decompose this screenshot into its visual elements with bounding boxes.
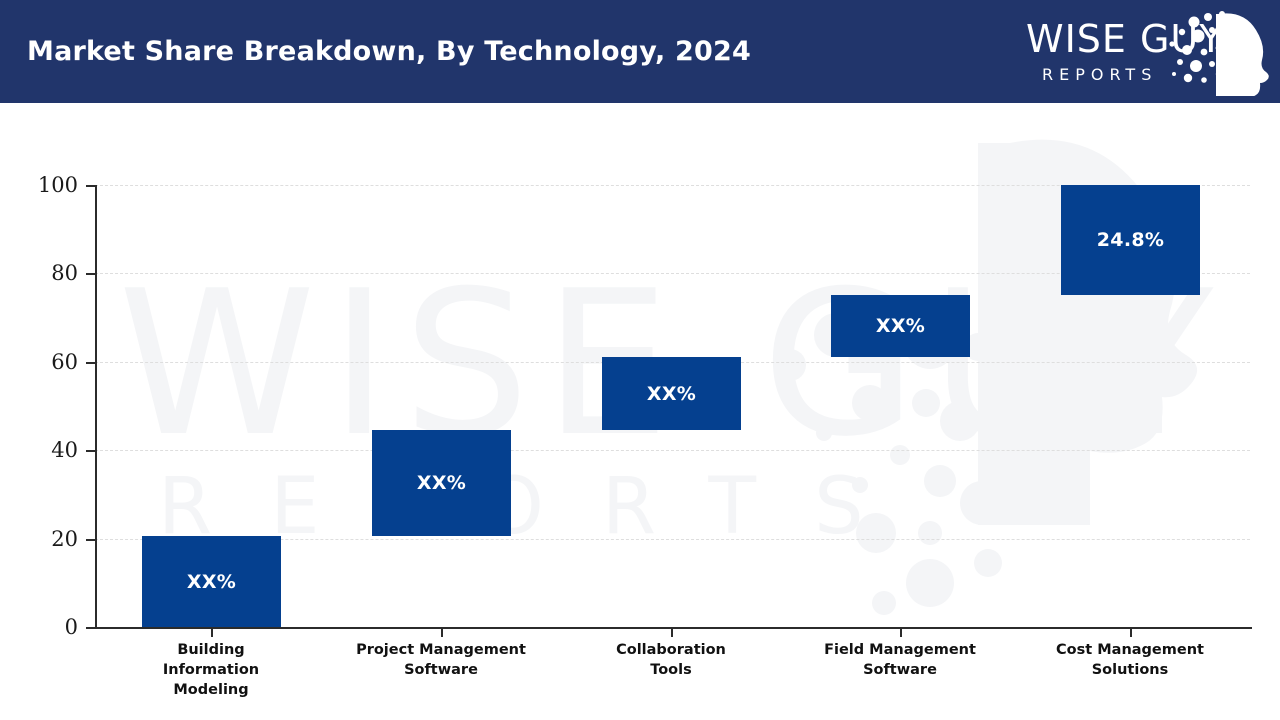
svg-text:REPORTS: REPORTS [1042, 65, 1157, 84]
bar-value-label: XX% [186, 570, 237, 593]
bar-value-label: XX% [646, 382, 697, 405]
y-tick-label-40: 40 [51, 438, 78, 463]
y-tick-mark-40 [86, 450, 95, 453]
bar-building-information-modeling[interactable]: XX% [142, 536, 281, 627]
x-axis-label-cost-management-solutions: Cost Management Solutions [1020, 640, 1240, 680]
label-line: Field Management [824, 642, 976, 658]
y-tick-mark-0 [86, 627, 95, 629]
label-line: Modeling [173, 682, 249, 698]
y-tick-label-60: 60 [51, 349, 78, 374]
y-axis [95, 185, 97, 627]
y-tick-mark-100 [86, 185, 95, 187]
gridline-80 [95, 273, 1250, 275]
y-tick-label-100: 100 [37, 173, 78, 197]
label-line: Tools [650, 662, 692, 678]
gridline-40 [95, 450, 1250, 452]
y-tick-mark-80 [86, 273, 95, 276]
label-line: Software [404, 662, 478, 678]
y-tick-label-20: 20 [51, 526, 78, 551]
x-tick-mark-3 [900, 627, 902, 637]
label-line: Project Management [356, 642, 526, 658]
x-tick-mark-1 [441, 627, 443, 637]
bar-value-label: XX% [875, 315, 926, 338]
gridline-20 [95, 538, 1250, 540]
label-line: Solutions [1091, 662, 1169, 678]
bar-value-label: 24.8% [1096, 228, 1165, 251]
gridline-100 [95, 185, 1250, 186]
label-line: Information [162, 662, 260, 678]
x-axis-label-building-information-modeling: Building Information Modeling [111, 640, 311, 700]
y-tick-label-0: 0 [64, 615, 78, 639]
label-line: Building [177, 642, 245, 658]
label-line: Software [863, 662, 937, 678]
y-tick-mark-20 [86, 538, 95, 541]
x-tick-mark-4 [1130, 627, 1132, 637]
page-title: Market Share Breakdown, By Technology, 2… [27, 36, 752, 67]
x-axis-label-project-management-software: Project Management Software [331, 640, 551, 680]
x-tick-mark-0 [211, 627, 213, 637]
wise-guy-reports-logo: WISE GUY REPORTS [1022, 8, 1272, 96]
bar-value-label: XX% [416, 472, 467, 495]
page-header: Market Share Breakdown, By Technology, 2… [0, 0, 1280, 103]
label-line: Cost Management [1056, 642, 1204, 658]
bar-collaboration-tools[interactable]: XX% [602, 357, 741, 431]
x-axis-label-field-management-software: Field Management Software [790, 640, 1010, 680]
x-tick-mark-2 [671, 627, 673, 637]
bar-field-management-software[interactable]: XX% [831, 294, 970, 358]
y-tick-label-80: 80 [51, 261, 78, 286]
bar-cost-management-solutions[interactable]: 24.8% [1061, 185, 1200, 295]
bar-project-management-software[interactable]: XX% [372, 430, 511, 537]
label-line: Collaboration [616, 642, 726, 658]
y-tick-mark-60 [86, 361, 95, 364]
x-axis [95, 627, 1252, 629]
chart-body: WISE GUY REPORTS [0, 103, 1280, 720]
x-axis-label-collaboration-tools: Collaboration Tools [571, 640, 771, 680]
